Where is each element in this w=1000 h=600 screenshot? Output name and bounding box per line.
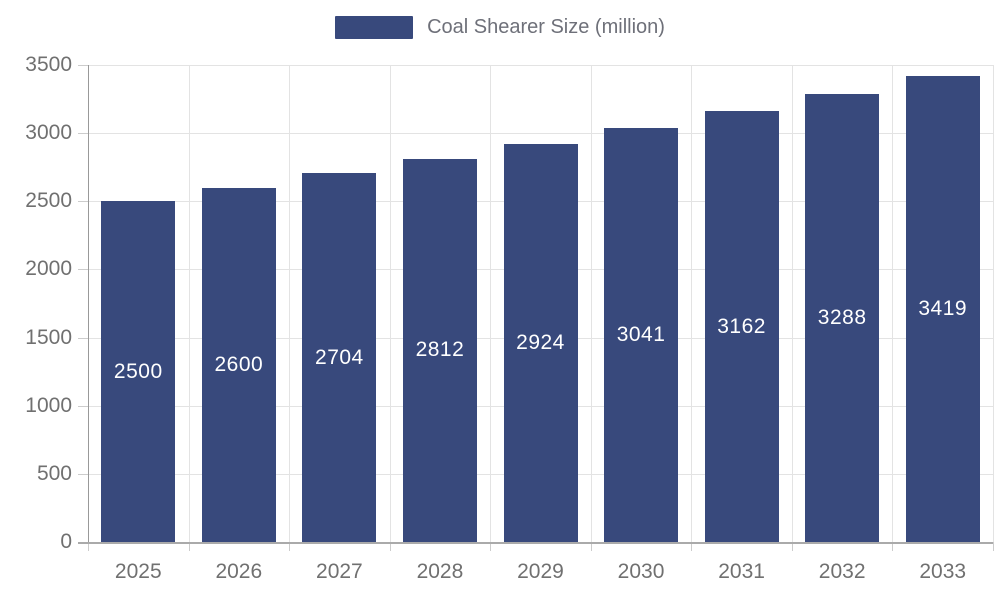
y-axis-tick [78,269,88,271]
bar-value-label: 2704 [315,345,364,369]
x-gridline [289,65,291,542]
bar-value-label: 3162 [717,314,766,338]
bar-value-label: 2812 [415,338,465,362]
bar: 2704 [302,173,377,542]
bar-value-label: 3419 [918,297,968,320]
legend-label: Coal Shearer Size (million) [427,16,665,38]
y-axis-tick-label: 3500 [25,53,72,76]
x-axis-tick-label: 2029 [517,560,564,583]
x-axis-tick [289,542,291,551]
y-axis-tick [78,337,88,339]
bar: 3162 [704,111,779,542]
x-axis-tick-label: 2027 [316,560,363,583]
x-gridline [791,65,793,542]
bar-value-label: 3288 [817,305,867,329]
y-axis-tick-label: 3000 [25,121,72,145]
x-axis-tick [590,542,592,551]
x-gridline [691,65,693,542]
bar: 2500 [101,201,176,542]
bar: 3041 [604,127,679,542]
y-gridline [88,65,993,66]
x-gridline [188,65,190,542]
y-axis-tick-label: 2000 [25,257,72,281]
x-axis-tick [88,542,89,551]
bar: 2812 [402,158,477,542]
y-axis-line [88,65,89,543]
x-axis-tick [993,542,994,551]
y-gridline [88,133,993,135]
y-axis-tick [78,201,88,203]
bar: 2600 [201,187,276,542]
bar-value-label: 3041 [616,322,666,346]
x-axis-tick [691,542,693,551]
x-gridline [590,65,592,542]
x-gridline [490,65,492,542]
y-axis-tick-label: 0 [60,530,72,553]
x-axis-tick [791,542,793,551]
y-axis-tick [78,473,88,475]
x-axis-tick-label: 2030 [617,560,665,583]
legend-item[interactable]: Coal Shearer Size (million) [0,16,1000,39]
y-axis-tick [78,133,88,135]
x-axis-tick-label: 2031 [718,560,765,583]
x-gridline [892,65,894,542]
x-axis-tick [490,542,492,551]
x-axis-tick-label: 2032 [818,560,866,583]
bar: 3419 [905,76,980,542]
x-axis-tick [188,542,190,551]
y-axis-tick-label: 1500 [25,325,72,349]
x-axis-tick-label: 2033 [919,560,967,583]
bar-value-label: 2924 [516,330,565,354]
y-axis-tick-label: 2500 [25,189,72,213]
x-axis-tick-label: 2026 [215,560,263,583]
y-axis-tick-label: 500 [36,461,72,485]
bar-value-label: 2500 [113,359,163,383]
x-axis-tick-label: 2025 [114,560,162,583]
bar: 2924 [503,143,578,542]
x-axis-line [78,542,993,544]
x-axis-tick [892,542,894,551]
y-axis-tick [78,405,88,407]
y-axis-tick [78,65,88,66]
x-axis-tick-label: 2028 [416,560,464,583]
x-gridline [993,65,994,542]
x-axis-tick [389,542,391,551]
bar-value-label: 2600 [214,352,264,376]
y-axis-tick-label: 1000 [25,393,72,417]
bar: 3288 [805,93,880,542]
x-gridline [389,65,391,542]
legend-swatch [335,16,414,39]
